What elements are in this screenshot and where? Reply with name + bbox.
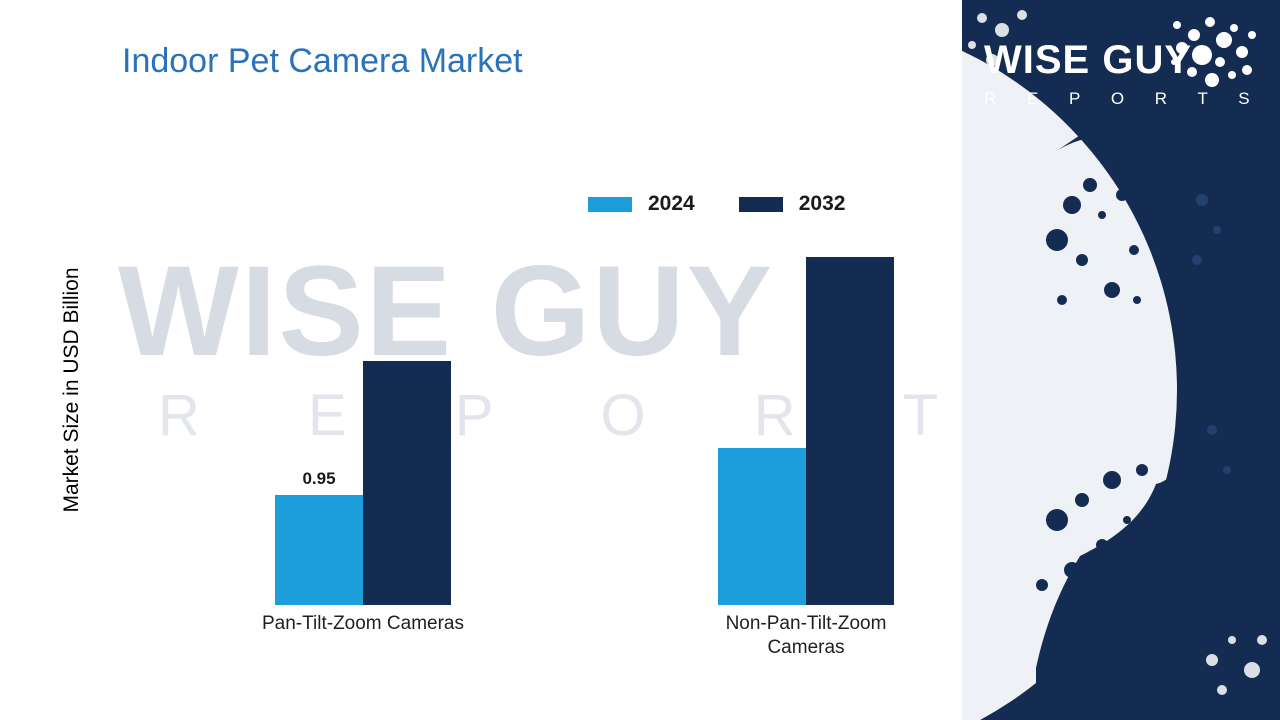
chart-legend: 2024 2032 bbox=[588, 192, 845, 216]
face-profile-icon bbox=[1036, 0, 1280, 720]
category-label-pan-tilt-zoom: Pan-Tilt-Zoom Cameras bbox=[261, 613, 464, 634]
watermark-wordmark: WISE GUY bbox=[118, 240, 775, 383]
legend-item-2024: 2024 bbox=[588, 192, 695, 216]
legend-swatch-2024 bbox=[588, 196, 632, 212]
category-label-non-pan-tilt-zoom: Non-Pan-Tilt-Zoom Cameras bbox=[725, 613, 887, 658]
legend-label-2032: 2032 bbox=[798, 192, 846, 215]
legend-swatch-2032 bbox=[738, 196, 783, 212]
bar-group-pan-tilt-zoom: 0.95 bbox=[275, 361, 451, 605]
watermark-reports: R E P O R T S bbox=[158, 383, 1130, 448]
dot-pattern-inner bbox=[1192, 194, 1231, 474]
logo: WISE GUY R E P O R T S bbox=[984, 38, 1263, 109]
bar-2024-pan-tilt-zoom: 0.95 bbox=[275, 469, 363, 605]
logo-wordmark: WISE GUY bbox=[984, 38, 1193, 82]
bar-value-label: 0.95 bbox=[302, 469, 336, 488]
page-title: Indoor Pet Camera Market bbox=[122, 42, 523, 80]
y-axis-label: Market Size in USD Billion bbox=[60, 267, 83, 513]
legend-label-2024: 2024 bbox=[648, 192, 695, 215]
bar-2032-pan-tilt-zoom bbox=[363, 361, 451, 605]
dot-pattern-corners bbox=[968, 10, 1267, 695]
legend-item-2032: 2032 bbox=[738, 192, 846, 216]
dot-pattern-face bbox=[1036, 165, 1148, 620]
dot-pattern-logo bbox=[1171, 17, 1256, 87]
logo-reports: R E P O R T S bbox=[984, 89, 1263, 108]
bar-group-non-pan-tilt-zoom bbox=[718, 257, 894, 605]
bar-2024-non-pan-tilt-zoom bbox=[718, 448, 806, 605]
bar-2032-non-pan-tilt-zoom bbox=[806, 257, 894, 605]
brand-panel-graphic bbox=[962, 0, 1280, 720]
